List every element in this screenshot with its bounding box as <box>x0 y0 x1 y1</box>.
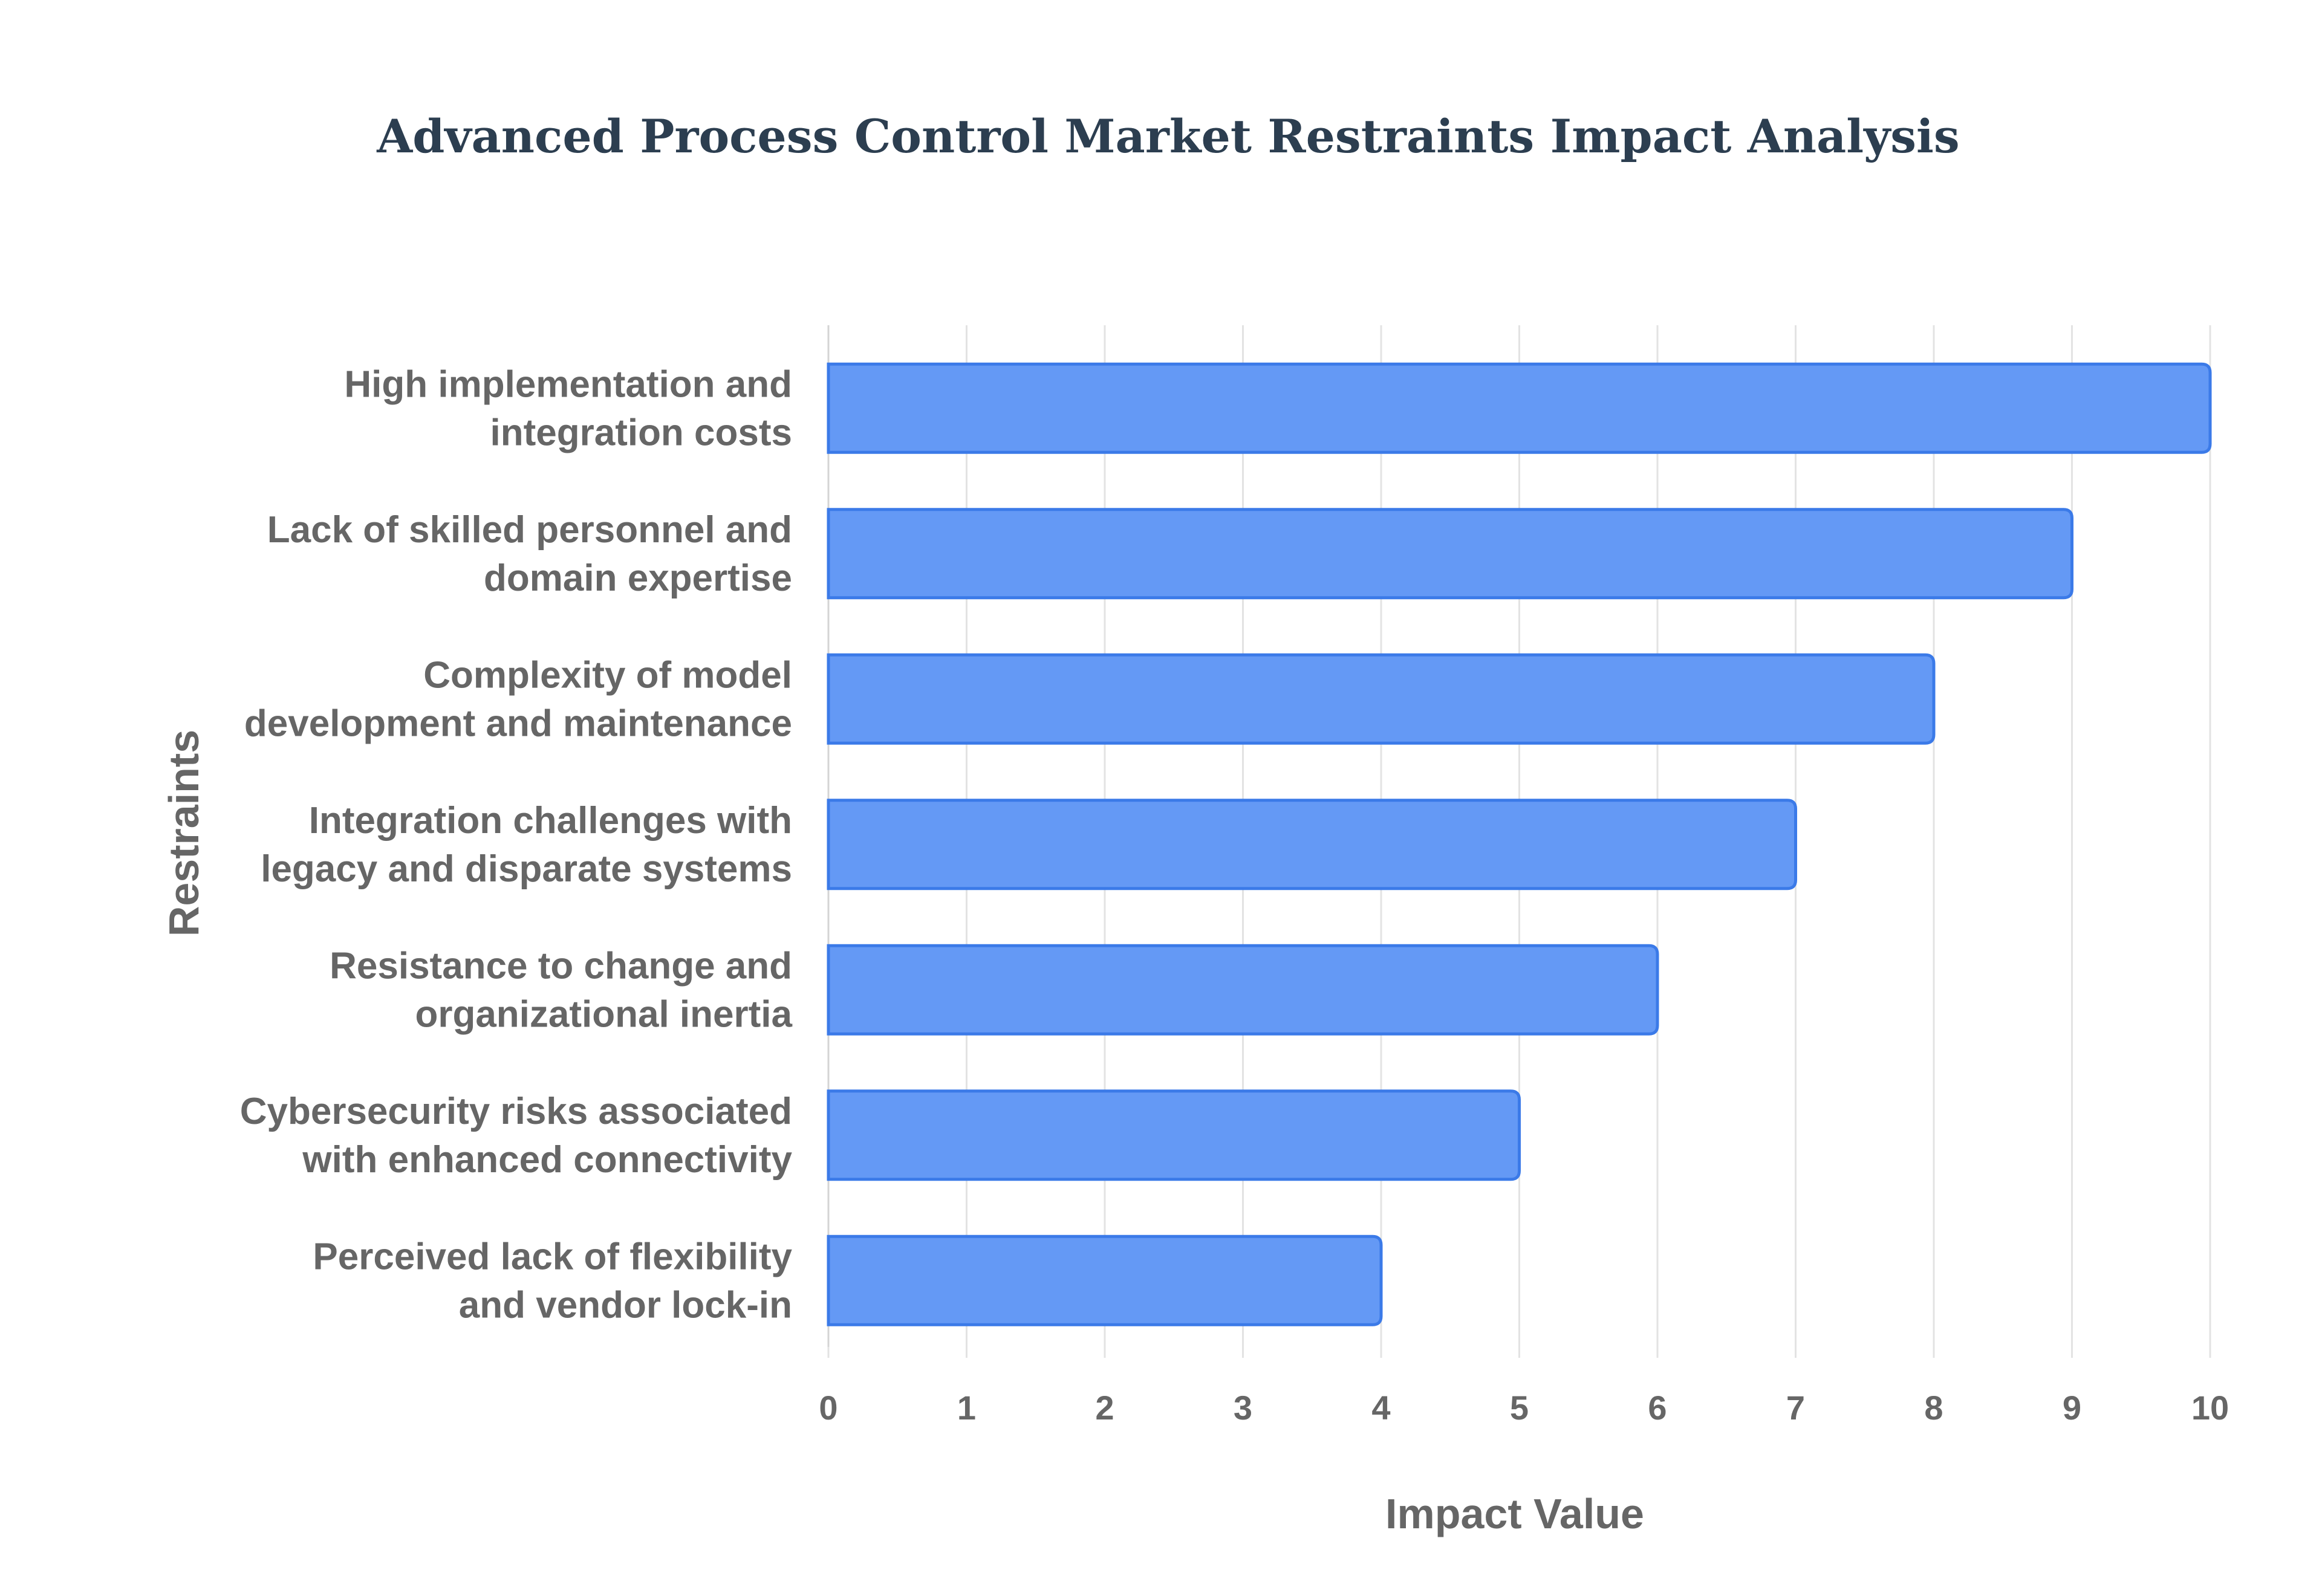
x-tick-label: 1 <box>957 1389 976 1427</box>
x-tick-label: 6 <box>1648 1389 1667 1427</box>
chart-title: Advanced Process Control Market Restrain… <box>376 109 1959 163</box>
bar <box>827 508 2073 600</box>
category-label: Complexity of model development and maint… <box>244 654 792 744</box>
bar <box>827 799 1797 890</box>
x-tick-label: 10 <box>2191 1389 2229 1427</box>
x-tick-label: 4 <box>1371 1389 1390 1427</box>
category-label-layer: High implementation and integration costs… <box>240 363 793 1326</box>
x-tick-label: 8 <box>1924 1389 1943 1427</box>
x-tick-label: 2 <box>1095 1389 1114 1427</box>
x-tick-label: 3 <box>1234 1389 1252 1427</box>
bar <box>827 653 1936 745</box>
bar <box>827 944 1659 1036</box>
category-label: Perceived lack of flexibility and vendor … <box>313 1236 792 1326</box>
x-tick-label: 5 <box>1510 1389 1529 1427</box>
bar <box>827 362 2212 454</box>
y-axis-title: Restraints <box>160 730 207 936</box>
x-tick-label: 7 <box>1786 1389 1805 1427</box>
category-label: Resistance to change and organizational i… <box>330 945 792 1035</box>
bar <box>827 1089 1521 1181</box>
category-label: Lack of skilled personnel and domain expe… <box>267 509 792 599</box>
x-tick-label: 9 <box>2063 1389 2081 1427</box>
category-label: High implementation and integration costs <box>344 363 792 453</box>
x-tick-label: 0 <box>819 1389 837 1427</box>
category-label: Integration challenges with legacy and di… <box>261 800 792 890</box>
x-tick-label-layer: 0 1 2 3 4 5 6 7 8 9 10 <box>819 1389 2229 1427</box>
category-label: Cybersecurity risks associated with enhan… <box>240 1091 793 1181</box>
x-axis-title: Impact Value <box>1385 1490 1644 1537</box>
bar <box>827 1234 1383 1326</box>
bar-layer <box>827 362 2212 1326</box>
